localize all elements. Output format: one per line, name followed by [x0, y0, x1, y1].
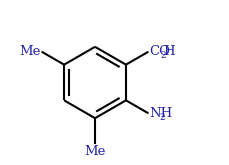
Text: H: H: [163, 45, 175, 58]
Text: 2: 2: [160, 113, 165, 122]
Text: 2: 2: [160, 51, 166, 60]
Text: Me: Me: [84, 145, 106, 158]
Text: NH: NH: [150, 107, 173, 120]
Text: CO: CO: [150, 45, 171, 58]
Text: Me: Me: [19, 45, 40, 58]
